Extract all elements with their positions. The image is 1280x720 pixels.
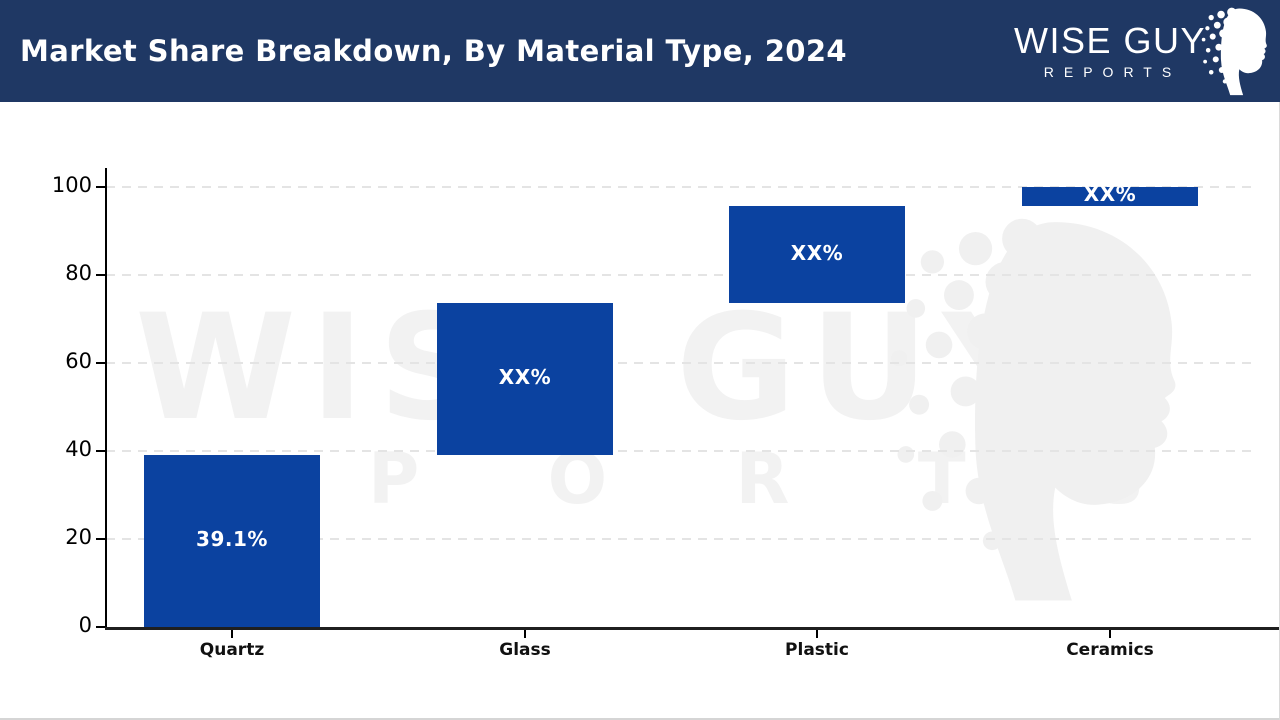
watermark-face-icon: [866, 212, 1198, 604]
gridline-60: [106, 361, 1252, 364]
gridline-80: [106, 273, 1252, 276]
y-axis-tick-label: 0: [78, 613, 92, 637]
y-axis-tick: [96, 273, 105, 276]
bar-ceramics: [1022, 186, 1198, 207]
x-axis-tick: [1109, 630, 1111, 638]
y-axis-tick-label: 80: [65, 260, 92, 285]
logo-text: WISE GUY REPORTS: [1013, 19, 1206, 80]
y-axis-tick-label: 60: [65, 348, 92, 373]
page-bottom-border: [0, 718, 1280, 720]
y-axis-tick-label: 40: [65, 436, 92, 461]
gridline-40: [106, 449, 1252, 452]
y-axis-tick: [96, 361, 105, 364]
y-axis-tick: [96, 626, 105, 628]
x-axis-category-label: Quartz: [199, 640, 265, 660]
wise-guy-logo: WISE GUY REPORTS: [1014, 6, 1280, 96]
bar-value-label: 39.1%: [196, 526, 268, 551]
bar-glass: [437, 303, 613, 455]
bar-value-label: XX%: [1083, 182, 1137, 207]
x-axis-tick: [231, 630, 233, 638]
y-axis-tick: [96, 185, 105, 188]
y-axis-tick: [96, 537, 105, 540]
gridline-20: [106, 537, 1252, 540]
y-axis-tick-label: 100: [51, 172, 92, 197]
y-axis-spine: [105, 168, 107, 630]
header-bar: Market Share Breakdown, By Material Type…: [0, 0, 1280, 102]
x-axis-category-label: Plastic: [785, 640, 849, 660]
page-title: Market Share Breakdown, By Material Type…: [20, 34, 848, 68]
x-axis-category-label: Ceramics: [1066, 640, 1154, 660]
x-axis-tick: [816, 630, 818, 638]
bar-value-label: XX%: [790, 240, 844, 265]
bar-value-label: XX%: [498, 364, 552, 389]
logo-subtitle: REPORTS: [1043, 63, 1182, 80]
x-axis-spine: [105, 627, 1280, 630]
bar-quartz: [144, 454, 320, 627]
bar-plastic: [729, 206, 905, 304]
y-axis-tick-label: 20: [65, 524, 92, 549]
x-axis-tick: [524, 630, 526, 638]
gridline-100: [106, 185, 1252, 188]
x-axis-category-label: Glass: [499, 640, 551, 660]
logo-wordmark: WISE GUY: [1013, 19, 1206, 61]
logo-face-icon: [1196, 6, 1272, 96]
y-axis-tick: [96, 449, 105, 452]
